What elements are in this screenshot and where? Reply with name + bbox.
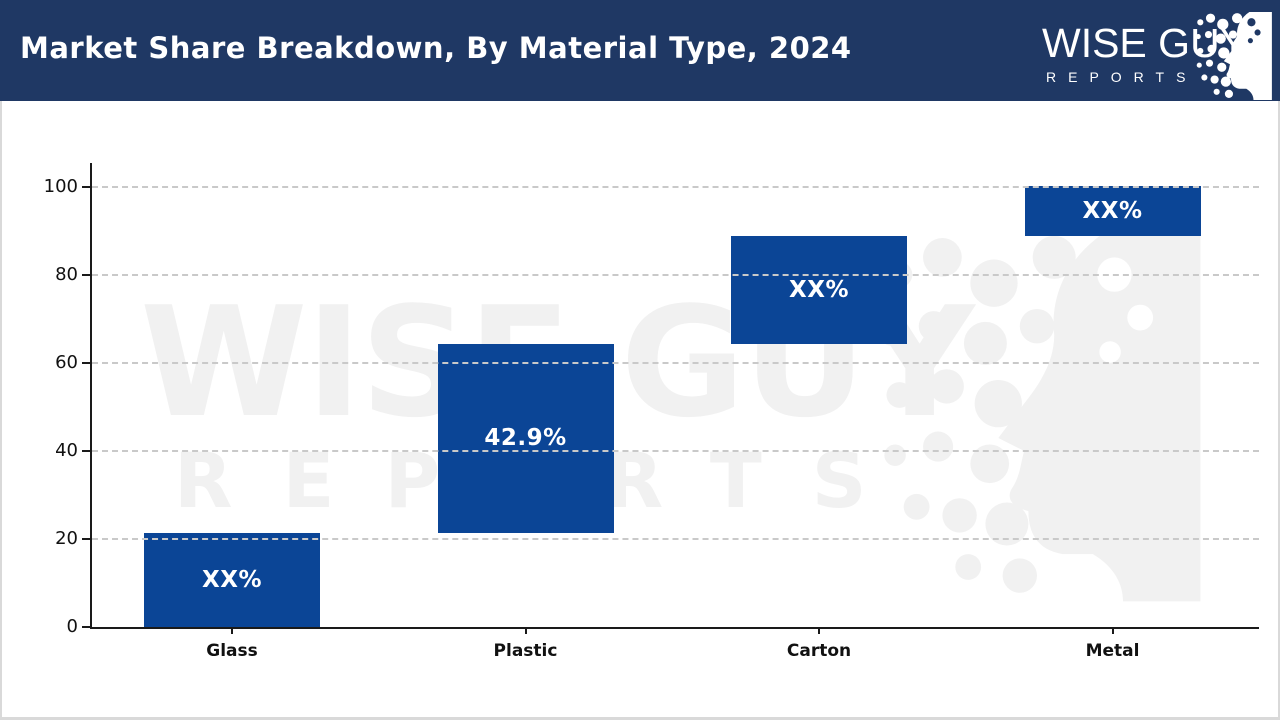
waterfall-bar-plastic: 42.9% <box>437 344 614 533</box>
waterfall-bar-glass: XX% <box>144 532 320 627</box>
y-axis-tick-mark <box>82 538 90 540</box>
bar-value-label: XX% <box>1082 197 1143 224</box>
x-axis-label-glass: Glass <box>206 641 258 661</box>
logo-subtitle: REPORTS <box>1046 69 1198 85</box>
y-axis-tick-label-100: 100 <box>43 176 78 197</box>
gridline-80 <box>92 274 1259 276</box>
title-bar: Market Share Breakdown, By Material Type… <box>0 0 1280 101</box>
y-axis-tick-mark <box>82 274 90 276</box>
y-axis-tick-label-0: 0 <box>66 616 78 637</box>
gridline-40 <box>92 450 1259 452</box>
bar-value-label: XX% <box>788 276 849 303</box>
y-axis-tick-label-80: 80 <box>55 264 78 285</box>
gridline-100 <box>92 186 1259 188</box>
bar-value-label: XX% <box>201 566 262 593</box>
plot-area: XX% 42.9% XX% XX% 0 20 40 60 80 100 Glass Plastic Ca… <box>44 163 1259 661</box>
y-axis-tick-label-40: 40 <box>55 440 78 461</box>
logo-head-profile-icon <box>1195 12 1272 100</box>
chart-canvas: WISE GUY REPORTS XX%42.9%XX%XX%0 <box>0 101 1280 720</box>
x-axis-label-plastic: Plastic <box>493 641 558 661</box>
gridline-60 <box>92 362 1259 364</box>
y-axis-tick-mark <box>82 626 90 628</box>
waterfall-bar-metal: XX% <box>1024 186 1201 236</box>
watermark-head-profile-icon <box>880 231 1201 602</box>
bar-value-label: 42.9% <box>484 425 567 452</box>
page-title: Market Share Breakdown, By Material Type… <box>20 31 852 65</box>
logo-wordmark: WISE GUY <box>1042 20 1248 66</box>
x-axis-label-metal: Metal <box>1085 641 1140 661</box>
x-axis-tick-mark <box>524 629 527 634</box>
x-axis-tick-mark <box>1111 629 1114 634</box>
x-axis-tick-mark <box>231 629 233 634</box>
y-axis-tick-mark <box>82 450 90 452</box>
y-axis-tick-mark <box>82 362 90 364</box>
wise-guy-logo: WISE GUY REPORTS <box>1040 6 1272 100</box>
y-axis-tick-label-60: 60 <box>55 352 78 373</box>
y-axis-tick-label-20: 20 <box>55 528 78 549</box>
x-axis-label-carton: Carton <box>786 641 852 661</box>
gridline-20 <box>92 538 1259 540</box>
y-axis-tick-mark <box>82 186 90 188</box>
x-axis-tick-mark <box>818 629 820 634</box>
waterfall-bar-carton: XX% <box>731 235 907 345</box>
